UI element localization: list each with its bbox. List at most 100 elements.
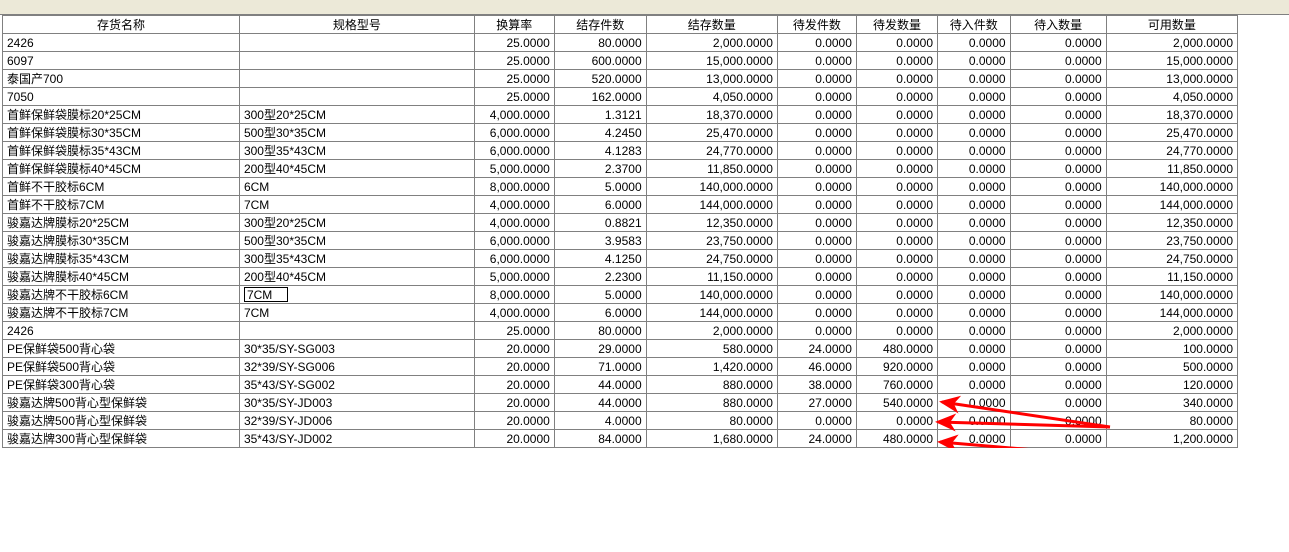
table-row[interactable]: 242625.000080.00002,000.00000.00000.0000… (3, 322, 1238, 340)
cell[interactable]: 0.0000 (938, 160, 1011, 178)
cell[interactable]: 0.0000 (777, 178, 856, 196)
cell[interactable]: 0.0000 (777, 268, 856, 286)
col-header-9[interactable]: 可用数量 (1106, 16, 1237, 34)
cell[interactable]: 0.0000 (856, 142, 937, 160)
cell[interactable]: 4,050.0000 (1106, 88, 1237, 106)
cell[interactable]: 0.0000 (1010, 142, 1106, 160)
cell[interactable]: 0.0000 (938, 430, 1011, 448)
cell[interactable]: 25.0000 (474, 70, 554, 88)
cell[interactable]: 0.0000 (1010, 232, 1106, 250)
cell[interactable]: 44.0000 (554, 376, 646, 394)
cell[interactable]: 144,000.0000 (646, 196, 777, 214)
cell[interactable]: 3.9583 (554, 232, 646, 250)
cell[interactable]: 80.0000 (554, 34, 646, 52)
table-row[interactable]: 705025.0000162.00004,050.00000.00000.000… (3, 88, 1238, 106)
col-header-0[interactable]: 存货名称 (3, 16, 240, 34)
cell[interactable]: 8,000.0000 (474, 178, 554, 196)
cell[interactable]: 0.0000 (938, 142, 1011, 160)
cell[interactable]: 0.0000 (856, 286, 937, 304)
col-header-4[interactable]: 结存数量 (646, 16, 777, 34)
table-row[interactable]: 首鲜保鲜袋膜标30*35CM500型30*35CM6,000.00004.245… (3, 124, 1238, 142)
table-row[interactable]: PE保鲜袋500背心袋32*39/SY-SG00620.000071.00001… (3, 358, 1238, 376)
cell[interactable]: 0.0000 (1010, 250, 1106, 268)
cell[interactable]: 0.0000 (856, 196, 937, 214)
cell[interactable]: 0.0000 (856, 52, 937, 70)
cell[interactable]: 300型20*25CM (239, 214, 474, 232)
cell[interactable]: 0.0000 (856, 160, 937, 178)
cell[interactable]: 1.3121 (554, 106, 646, 124)
cell[interactable]: 880.0000 (646, 394, 777, 412)
cell[interactable]: 200型40*45CM (239, 268, 474, 286)
cell[interactable]: 120.0000 (1106, 376, 1237, 394)
cell[interactable]: 760.0000 (856, 376, 937, 394)
cell[interactable]: 0.0000 (856, 214, 937, 232)
cell[interactable]: 0.0000 (1010, 214, 1106, 232)
cell[interactable]: 首鲜保鲜袋膜标30*35CM (3, 124, 240, 142)
cell[interactable]: 13,000.0000 (1106, 70, 1237, 88)
cell[interactable]: 0.0000 (938, 106, 1011, 124)
cell[interactable]: 0.0000 (938, 394, 1011, 412)
cell[interactable]: 20.0000 (474, 430, 554, 448)
cell[interactable]: 12,350.0000 (1106, 214, 1237, 232)
table-row[interactable]: 609725.0000600.000015,000.00000.00000.00… (3, 52, 1238, 70)
col-header-2[interactable]: 换算率 (474, 16, 554, 34)
cell[interactable]: 6.0000 (554, 196, 646, 214)
cell[interactable]: 骏嘉达牌不干胶标6CM (3, 286, 240, 304)
cell[interactable]: 18,370.0000 (646, 106, 777, 124)
cell[interactable]: PE保鲜袋300背心袋 (3, 376, 240, 394)
cell[interactable]: 0.0000 (856, 322, 937, 340)
cell[interactable]: 0.0000 (1010, 70, 1106, 88)
cell[interactable]: 0.0000 (856, 124, 937, 142)
cell[interactable]: 15,000.0000 (1106, 52, 1237, 70)
cell[interactable]: 0.0000 (938, 214, 1011, 232)
cell[interactable]: 84.0000 (554, 430, 646, 448)
cell-editor-input[interactable] (244, 287, 288, 302)
cell[interactable]: 580.0000 (646, 340, 777, 358)
cell[interactable]: 25.0000 (474, 88, 554, 106)
col-header-8[interactable]: 待入数量 (1010, 16, 1106, 34)
cell[interactable]: 18,370.0000 (1106, 106, 1237, 124)
cell[interactable]: 0.0000 (1010, 106, 1106, 124)
cell[interactable]: 25,470.0000 (646, 124, 777, 142)
cell[interactable]: 32*39/SY-SG006 (239, 358, 474, 376)
cell[interactable]: 0.0000 (1010, 376, 1106, 394)
cell[interactable]: 首鲜保鲜袋膜标35*43CM (3, 142, 240, 160)
cell[interactable]: 2,000.0000 (646, 34, 777, 52)
cell[interactable]: 0.0000 (777, 250, 856, 268)
cell[interactable]: 80.0000 (646, 412, 777, 430)
table-row[interactable]: 骏嘉达牌500背心型保鲜袋32*39/SY-JD00620.00004.0000… (3, 412, 1238, 430)
cell[interactable]: 20.0000 (474, 358, 554, 376)
col-header-1[interactable]: 规格型号 (239, 16, 474, 34)
cell[interactable]: 0.0000 (1010, 304, 1106, 322)
cell[interactable]: 4,000.0000 (474, 106, 554, 124)
cell[interactable]: 7050 (3, 88, 240, 106)
cell[interactable] (239, 34, 474, 52)
cell[interactable]: 20.0000 (474, 394, 554, 412)
cell[interactable]: 520.0000 (554, 70, 646, 88)
cell[interactable]: 44.0000 (554, 394, 646, 412)
cell[interactable]: 23,750.0000 (1106, 232, 1237, 250)
cell[interactable]: 0.0000 (856, 250, 937, 268)
cell[interactable]: 35*43/SY-SG002 (239, 376, 474, 394)
cell[interactable]: PE保鲜袋500背心袋 (3, 358, 240, 376)
cell[interactable]: 0.0000 (1010, 268, 1106, 286)
cell[interactable]: 11,850.0000 (646, 160, 777, 178)
cell[interactable]: 144,000.0000 (646, 304, 777, 322)
cell[interactable]: 1,680.0000 (646, 430, 777, 448)
cell[interactable]: 500.0000 (1106, 358, 1237, 376)
cell[interactable]: 340.0000 (1106, 394, 1237, 412)
cell[interactable]: 0.0000 (938, 178, 1011, 196)
cell[interactable] (239, 322, 474, 340)
table-row[interactable]: 骏嘉达牌300背心型保鲜袋35*43/SY-JD00220.000084.000… (3, 430, 1238, 448)
cell[interactable]: 1,200.0000 (1106, 430, 1237, 448)
cell[interactable]: 0.0000 (938, 340, 1011, 358)
cell[interactable]: 20.0000 (474, 376, 554, 394)
cell[interactable]: 0.0000 (938, 88, 1011, 106)
table-row[interactable]: 242625.000080.00002,000.00000.00000.0000… (3, 34, 1238, 52)
cell[interactable]: 30*35/SY-JD003 (239, 394, 474, 412)
cell[interactable]: 6097 (3, 52, 240, 70)
col-header-3[interactable]: 结存件数 (554, 16, 646, 34)
cell[interactable]: 2,000.0000 (646, 322, 777, 340)
cell[interactable]: 0.0000 (1010, 178, 1106, 196)
col-header-5[interactable]: 待发件数 (777, 16, 856, 34)
